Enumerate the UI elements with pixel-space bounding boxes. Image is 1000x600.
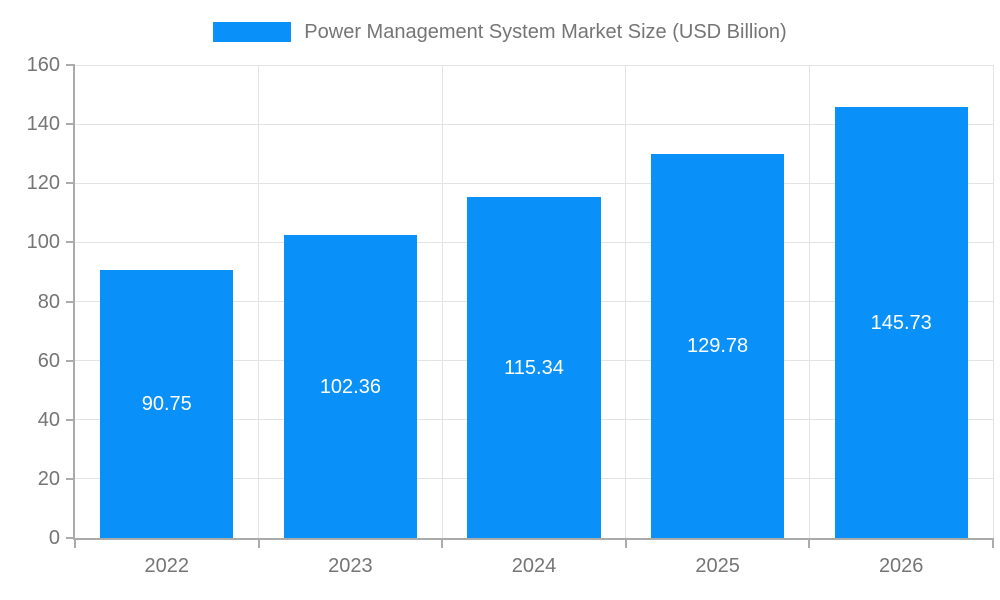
y-axis-tick-label: 80	[37, 290, 60, 313]
bar-2024[interactable]	[467, 197, 601, 538]
gridline-vertical	[441, 65, 443, 538]
y-axis-tick	[66, 64, 75, 66]
gridline-vertical	[808, 65, 810, 538]
x-axis-category-label: 2025	[695, 555, 740, 577]
y-axis-line	[73, 65, 75, 540]
bar-2026[interactable]	[834, 107, 968, 538]
bar-2023[interactable]	[283, 235, 417, 538]
bar-value-label: 102.36	[319, 375, 381, 398]
y-axis-tick-label: 120	[26, 172, 60, 195]
bar-2025[interactable]	[651, 154, 785, 538]
y-axis-tick-label: 60	[37, 349, 60, 372]
x-axis-tick	[992, 538, 994, 548]
y-axis-tick	[66, 359, 75, 362]
x-axis-category-label: 2022	[144, 555, 190, 577]
legend-item[interactable]: Power Management System Market Size (USD…	[0, 18, 1000, 46]
x-axis-tick	[624, 538, 627, 548]
x-axis-tick	[257, 538, 260, 548]
x-axis-category-label: 2023	[328, 555, 373, 577]
y-axis-tick	[66, 241, 75, 244]
x-axis-tick	[441, 538, 444, 548]
bar-value-label: 115.34	[504, 356, 564, 379]
x-axis-category-label: 2026	[878, 555, 924, 577]
gridline-horizontal	[75, 182, 993, 184]
y-axis-tick-label: 0	[48, 527, 60, 549]
bar-2022[interactable]	[100, 269, 234, 538]
bar-value-label: 129.78	[687, 335, 749, 358]
y-axis-tick	[66, 537, 75, 539]
y-axis-tick	[66, 182, 75, 185]
y-axis-tick-label: 160	[26, 54, 60, 76]
gridline-vertical	[258, 65, 260, 538]
y-axis-tick	[66, 300, 75, 303]
y-axis-tick-label: 140	[26, 113, 60, 136]
legend-label: Power Management System Market Size (USD…	[304, 20, 787, 43]
x-axis-line	[75, 538, 993, 540]
legend-swatch	[213, 22, 292, 42]
bar-value-label: 145.73	[870, 311, 932, 334]
y-axis-tick	[66, 477, 75, 480]
gridline-vertical	[625, 65, 627, 538]
x-axis-category-label: 2024	[511, 555, 557, 577]
y-axis-tick	[66, 418, 75, 421]
x-axis-tick	[74, 538, 76, 548]
y-axis-tick-label: 100	[26, 231, 60, 254]
gridline-horizontal	[75, 64, 993, 66]
gridline-horizontal	[75, 123, 993, 125]
y-axis-tick-label: 20	[37, 467, 60, 490]
bar-value-label: 90.75	[141, 392, 192, 415]
y-axis-tick-label: 40	[37, 408, 60, 431]
gridline-vertical	[992, 65, 994, 538]
y-axis-tick	[66, 123, 75, 126]
x-axis-tick	[808, 538, 811, 548]
